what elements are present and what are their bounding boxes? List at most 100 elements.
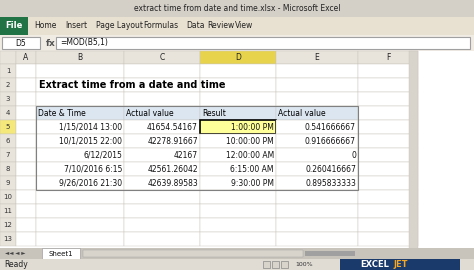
Bar <box>56 37 470 49</box>
Text: Actual value: Actual value <box>126 109 173 117</box>
Text: fx: fx <box>46 39 56 48</box>
Bar <box>124 232 200 246</box>
Bar <box>200 106 276 120</box>
Bar <box>358 232 418 246</box>
Bar <box>36 232 124 246</box>
Text: Actual value: Actual value <box>278 109 326 117</box>
Text: D5: D5 <box>16 39 27 48</box>
Bar <box>200 176 276 190</box>
Text: View: View <box>235 22 253 31</box>
Bar <box>276 92 358 106</box>
Text: JET: JET <box>393 260 408 269</box>
Bar <box>276 232 358 246</box>
Text: 7: 7 <box>6 152 10 158</box>
Bar <box>83 250 303 257</box>
Text: EXCEL: EXCEL <box>360 260 389 269</box>
Bar <box>36 78 124 92</box>
Text: 4: 4 <box>6 110 10 116</box>
Text: Date & Time: Date & Time <box>38 109 86 117</box>
Bar <box>358 218 418 232</box>
Bar <box>358 134 418 148</box>
Bar <box>36 64 124 78</box>
Bar <box>42 248 80 259</box>
Bar <box>124 204 200 218</box>
Text: Review: Review <box>207 22 234 31</box>
Bar <box>0 134 16 148</box>
Bar <box>0 259 474 270</box>
Text: Result: Result <box>202 109 226 117</box>
Bar <box>36 92 124 106</box>
Bar <box>16 106 36 120</box>
Text: 9/26/2016 21:30: 9/26/2016 21:30 <box>59 178 122 187</box>
Bar <box>200 134 276 148</box>
Bar <box>276 148 358 162</box>
Bar <box>124 218 200 232</box>
Bar <box>124 78 200 92</box>
Bar <box>200 232 276 246</box>
Text: 0.916666667: 0.916666667 <box>305 137 356 146</box>
Bar <box>124 120 200 134</box>
Bar <box>36 134 124 148</box>
Text: 10/1/2015 22:00: 10/1/2015 22:00 <box>59 137 122 146</box>
Text: C: C <box>159 53 164 62</box>
Bar <box>36 106 358 190</box>
Bar <box>0 17 474 35</box>
Bar <box>124 92 200 106</box>
Text: =MOD(B5,1): =MOD(B5,1) <box>60 39 108 48</box>
Text: Data: Data <box>186 22 204 31</box>
Bar <box>2 37 40 49</box>
Text: 0: 0 <box>351 150 356 160</box>
Bar <box>200 51 276 64</box>
Text: Sheet1: Sheet1 <box>49 251 73 256</box>
Bar <box>0 190 16 204</box>
Text: 0.895833333: 0.895833333 <box>305 178 356 187</box>
Bar <box>358 78 418 92</box>
Bar <box>124 176 200 190</box>
Bar <box>0 64 16 78</box>
Text: ◄◄ ◄ ►: ◄◄ ◄ ► <box>5 251 26 256</box>
Bar <box>276 204 358 218</box>
Text: Extract time from a date and time: Extract time from a date and time <box>39 80 226 90</box>
Text: 1:00:00 PM: 1:00:00 PM <box>231 123 274 131</box>
Bar <box>16 92 36 106</box>
Text: 6:15:00 AM: 6:15:00 AM <box>230 164 274 174</box>
Bar <box>0 248 40 259</box>
Text: D: D <box>235 53 241 62</box>
Bar <box>200 218 276 232</box>
Bar <box>358 106 418 120</box>
Text: 6: 6 <box>6 138 10 144</box>
Bar <box>36 162 124 176</box>
Bar <box>16 120 36 134</box>
Text: 10:00:00 PM: 10:00:00 PM <box>226 137 274 146</box>
Bar <box>276 218 358 232</box>
Text: 12: 12 <box>4 222 12 228</box>
Text: Formulas: Formulas <box>143 22 178 31</box>
Bar <box>36 106 124 120</box>
Text: 11: 11 <box>3 208 12 214</box>
Bar <box>358 190 418 204</box>
Text: 0.260416667: 0.260416667 <box>305 164 356 174</box>
Text: 2: 2 <box>6 82 10 88</box>
Text: A: A <box>23 53 28 62</box>
Text: 13: 13 <box>3 236 12 242</box>
Bar <box>0 162 16 176</box>
Bar <box>124 148 200 162</box>
Text: 42561.26042: 42561.26042 <box>147 164 198 174</box>
Bar <box>340 259 460 270</box>
Bar <box>0 204 16 218</box>
Bar <box>0 148 16 162</box>
Text: 6/12/2015: 6/12/2015 <box>83 150 122 160</box>
Bar <box>0 78 16 92</box>
Text: 42167: 42167 <box>174 150 198 160</box>
Bar <box>200 78 276 92</box>
Bar <box>200 162 276 176</box>
Bar <box>36 120 124 134</box>
Text: Home: Home <box>34 22 56 31</box>
Text: 5: 5 <box>6 124 10 130</box>
Bar <box>16 218 36 232</box>
Bar <box>16 64 36 78</box>
Text: B: B <box>77 53 82 62</box>
Bar <box>16 232 36 246</box>
Text: E: E <box>315 53 319 62</box>
Text: 12:00:00 AM: 12:00:00 AM <box>226 150 274 160</box>
